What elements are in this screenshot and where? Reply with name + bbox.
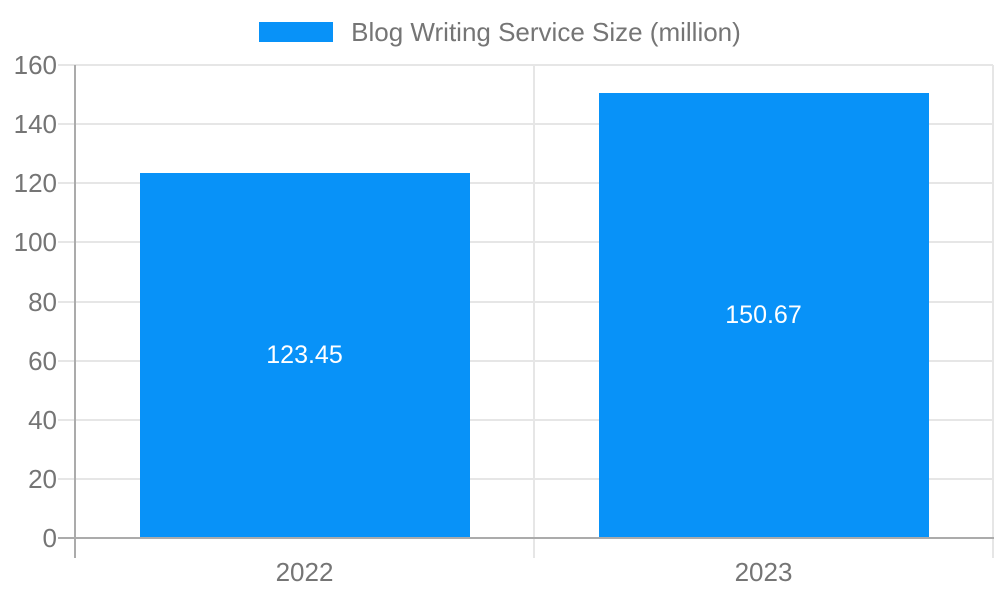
x-axis-label: 2023	[734, 557, 793, 587]
legend-swatch-icon	[259, 22, 334, 42]
x-gridline	[533, 65, 535, 558]
y-axis-tick-label: 140	[13, 109, 57, 140]
legend-label: Blog Writing Service Size (million)	[351, 17, 741, 47]
y-tick	[58, 241, 75, 244]
bar[interactable]: 150.67	[598, 92, 929, 538]
y-tick	[58, 123, 75, 126]
y-axis-tick-label: 120	[13, 168, 57, 199]
y-axis-tick-label: 60	[28, 345, 57, 376]
y-tick	[58, 359, 75, 362]
y-axis-tick-label: 160	[13, 50, 57, 80]
y-tick	[58, 477, 75, 480]
legend[interactable]: Blog Writing Service Size (million)	[0, 18, 1000, 46]
y-axis-tick-label: 100	[13, 227, 57, 258]
y-axis-tick-label: 40	[28, 404, 57, 435]
x-axis-label: 2022	[275, 557, 334, 587]
bar-value-label: 150.67	[725, 300, 802, 329]
y-axis-tick-label: 0	[42, 523, 57, 553]
y-tick	[58, 182, 75, 185]
bar-value-label: 123.45	[266, 341, 343, 370]
x-gridline	[992, 65, 994, 558]
bar[interactable]: 123.45	[139, 173, 470, 538]
y-tick	[58, 418, 75, 421]
y-tick	[58, 300, 75, 303]
y-axis-tick-label: 80	[28, 286, 57, 317]
y-axis-tick-label: 20	[28, 463, 57, 494]
y-tick	[58, 64, 75, 66]
x-axis-line	[58, 537, 994, 539]
y-axis-line	[74, 65, 76, 558]
